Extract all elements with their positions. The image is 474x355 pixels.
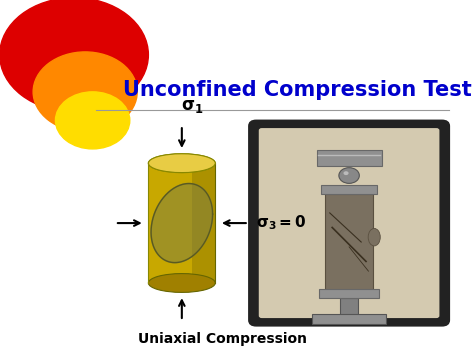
FancyBboxPatch shape bbox=[249, 121, 449, 325]
Bar bbox=[312, 314, 386, 323]
Circle shape bbox=[344, 171, 348, 175]
Bar bbox=[325, 193, 373, 290]
Circle shape bbox=[55, 92, 130, 149]
Circle shape bbox=[33, 52, 137, 132]
Polygon shape bbox=[148, 163, 215, 283]
Bar bbox=[319, 289, 379, 298]
Text: Unconfined Compression Test: Unconfined Compression Test bbox=[123, 81, 472, 100]
FancyBboxPatch shape bbox=[259, 128, 439, 318]
Polygon shape bbox=[192, 163, 215, 283]
Ellipse shape bbox=[148, 154, 215, 173]
Text: $\mathbf{\sigma_1}$: $\mathbf{\sigma_1}$ bbox=[181, 97, 203, 115]
Ellipse shape bbox=[148, 154, 215, 173]
Circle shape bbox=[339, 168, 359, 184]
Text: $\mathbf{\sigma_3{=}0}$: $\mathbf{\sigma_3{=}0}$ bbox=[256, 214, 307, 233]
Bar bbox=[340, 298, 358, 315]
Ellipse shape bbox=[148, 274, 215, 293]
Polygon shape bbox=[151, 184, 213, 263]
Bar bbox=[317, 150, 382, 166]
Ellipse shape bbox=[368, 229, 380, 246]
Bar bbox=[321, 185, 377, 193]
Circle shape bbox=[0, 0, 148, 112]
Text: Uniaxial Compression: Uniaxial Compression bbox=[138, 332, 307, 346]
